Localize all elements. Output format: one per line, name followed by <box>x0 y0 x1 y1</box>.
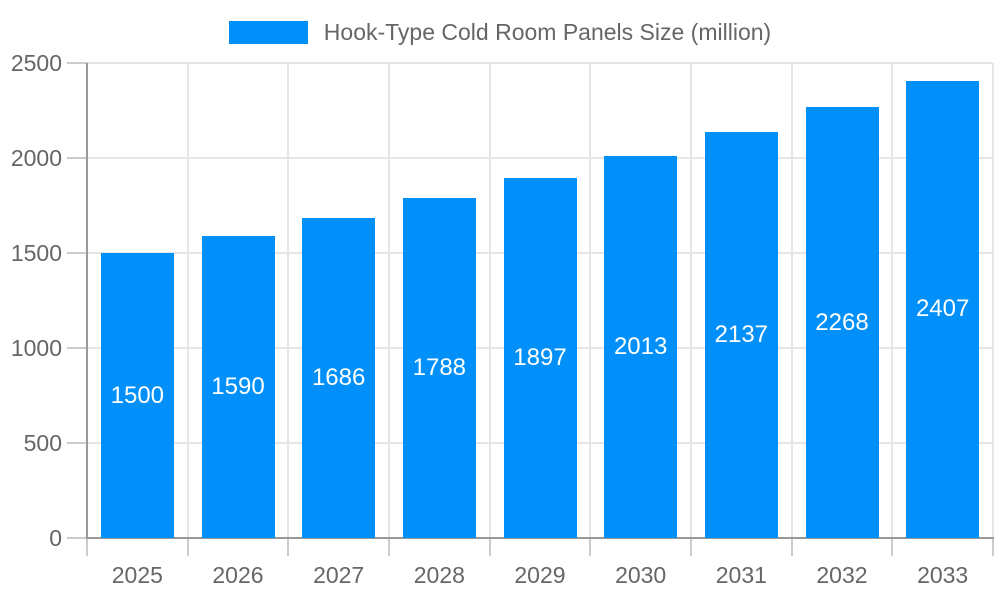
y-axis-tick <box>67 347 87 349</box>
x-axis-label: 2026 <box>212 562 264 588</box>
x-axis-label: 2029 <box>514 562 566 588</box>
x-axis-label: 2028 <box>413 562 465 588</box>
bar-2030[interactable]: 2013 <box>604 155 678 538</box>
x-gridline <box>488 63 491 538</box>
bar-value-label: 2137 <box>714 320 769 348</box>
x-gridline <box>186 63 189 538</box>
bar-value-label: 1686 <box>311 363 366 391</box>
bar-2026[interactable]: 1590 <box>201 235 275 538</box>
y-axis-tick <box>67 442 87 444</box>
x-gridline <box>690 63 692 538</box>
y-gridline <box>87 62 993 64</box>
bar-2027[interactable]: 1686 <box>302 217 376 538</box>
x-axis-label: 2031 <box>715 562 767 588</box>
y-axis-tick <box>67 62 87 64</box>
x-gridline <box>891 63 894 538</box>
y-axis-label: 2500 <box>10 50 62 76</box>
bar-2029[interactable]: 1897 <box>503 177 577 538</box>
y-axis-label: 0 <box>49 525 62 551</box>
bar-value-label: 2407 <box>915 295 970 323</box>
x-axis-tick <box>589 538 592 556</box>
x-axis-tick <box>388 538 390 556</box>
bar-value-label: 1500 <box>110 381 165 409</box>
bar-value-label: 1788 <box>412 354 467 382</box>
x-axis-label: 2027 <box>313 562 365 588</box>
x-axis-tick <box>891 538 894 556</box>
x-gridline <box>287 63 290 538</box>
y-axis-line <box>86 63 88 539</box>
y-gridline <box>87 157 993 159</box>
y-axis-label: 2000 <box>10 145 62 171</box>
x-axis-line <box>86 537 994 539</box>
x-axis-label: 2025 <box>111 562 163 588</box>
y-axis-label: 500 <box>23 430 62 456</box>
bar-2032[interactable]: 2268 <box>805 107 879 538</box>
x-axis-tick <box>86 538 88 556</box>
legend-swatch <box>228 20 308 44</box>
legend[interactable]: Hook-Type Cold Room Panels Size (million… <box>0 17 1000 47</box>
x-axis-tick <box>488 538 491 556</box>
bar-2025[interactable]: 1500 <box>100 253 174 538</box>
x-axis-label: 2032 <box>816 562 868 588</box>
y-axis-label: 1000 <box>10 335 62 361</box>
x-axis-label: 2033 <box>917 562 969 588</box>
x-gridline <box>790 63 793 538</box>
x-gridline <box>589 63 592 538</box>
x-axis-label: 2030 <box>615 562 667 588</box>
bar-value-label: 1590 <box>211 372 265 400</box>
x-gridline <box>388 63 390 538</box>
y-axis-label: 1500 <box>10 240 62 266</box>
legend-label: Hook-Type Cold Room Panels Size (million… <box>323 19 772 45</box>
x-axis-tick <box>186 538 189 556</box>
x-axis-tick <box>790 538 793 556</box>
bar-value-label: 2268 <box>815 308 869 336</box>
bar-2028[interactable]: 1788 <box>402 198 476 538</box>
bar-value-label: 1897 <box>513 343 567 371</box>
y-axis-tick <box>67 537 87 539</box>
bar-value-label: 2013 <box>613 332 668 360</box>
y-axis-tick <box>67 157 87 159</box>
x-axis-tick <box>690 538 692 556</box>
x-axis-tick <box>992 538 994 556</box>
x-axis-tick <box>287 538 290 556</box>
bar-2033[interactable]: 2407 <box>906 80 980 538</box>
y-axis-tick <box>67 252 87 254</box>
bar-2031[interactable]: 2137 <box>704 131 778 538</box>
x-gridline <box>992 63 994 538</box>
